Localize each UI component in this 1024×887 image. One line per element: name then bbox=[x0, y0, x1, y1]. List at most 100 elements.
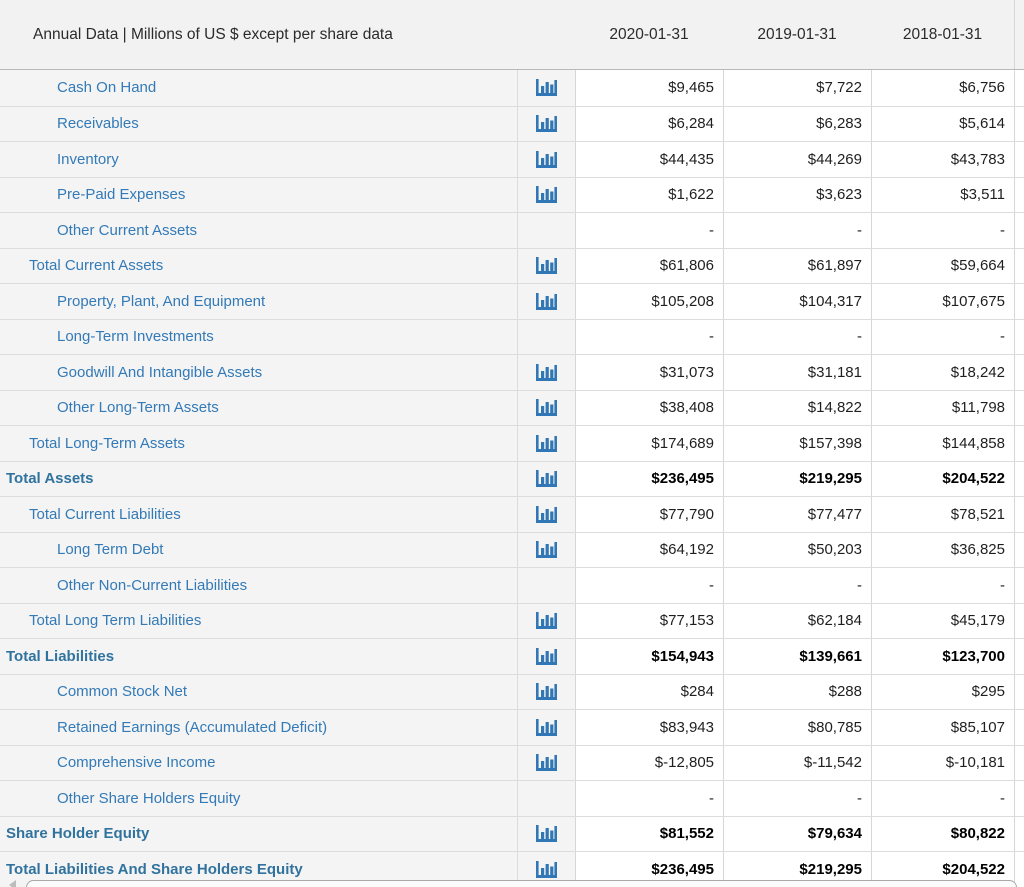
chart-link-cell[interactable] bbox=[517, 674, 575, 709]
row-label-link[interactable]: Comprehensive Income bbox=[0, 745, 517, 780]
clipped-next-column-cell bbox=[1014, 213, 1024, 248]
value-cell: $14,822 bbox=[723, 390, 871, 425]
row-label-link[interactable]: Common Stock Net bbox=[0, 674, 517, 709]
value-cell: $81,552 bbox=[575, 816, 723, 851]
value-cell: $61,897 bbox=[723, 248, 871, 283]
row-label-link[interactable]: Other Share Holders Equity bbox=[0, 781, 517, 816]
row-label-link[interactable]: Total Assets bbox=[0, 461, 517, 496]
table-row: Total Assets $236,495 $219,295 $204,522 bbox=[0, 460, 1024, 496]
value-cell: $174,689 bbox=[575, 426, 723, 461]
chart-link-cell[interactable] bbox=[517, 461, 575, 496]
value-cell: $78,521 bbox=[871, 497, 1014, 532]
value-cell: - bbox=[871, 213, 1014, 248]
chart-link-cell[interactable] bbox=[517, 70, 575, 106]
value-cell: $80,822 bbox=[871, 816, 1014, 851]
row-label-link[interactable]: Other Current Assets bbox=[0, 213, 517, 248]
value-cell: $50,203 bbox=[723, 532, 871, 567]
value-cell: $77,477 bbox=[723, 497, 871, 532]
row-label-link[interactable]: Total Long Term Liabilities bbox=[0, 603, 517, 638]
chart-link-cell[interactable] bbox=[517, 142, 575, 177]
value-cell: $-11,542 bbox=[723, 745, 871, 780]
clipped-next-column-cell bbox=[1014, 745, 1024, 780]
column-header-2020: 2020-01-31 bbox=[609, 25, 689, 43]
clipped-next-column-cell bbox=[1014, 639, 1024, 674]
table-row: Share Holder Equity $81,552 $79,634 $80,… bbox=[0, 815, 1024, 851]
row-label-link[interactable]: Other Non-Current Liabilities bbox=[0, 568, 517, 603]
clipped-next-column-cell bbox=[1014, 710, 1024, 745]
bar-chart-icon[interactable] bbox=[536, 647, 557, 665]
value-cell: $44,269 bbox=[723, 142, 871, 177]
clipped-next-column-header bbox=[1014, 0, 1024, 69]
bar-chart-icon[interactable] bbox=[536, 399, 557, 417]
row-label-link[interactable]: Total Current Liabilities bbox=[0, 497, 517, 532]
row-label-link[interactable]: Total Current Assets bbox=[0, 248, 517, 283]
chart-link-cell[interactable] bbox=[517, 497, 575, 532]
value-cell: $77,153 bbox=[575, 603, 723, 638]
row-label-link[interactable]: Property, Plant, And Equipment bbox=[0, 284, 517, 319]
chart-link-cell[interactable] bbox=[517, 710, 575, 745]
row-label-link[interactable]: Pre-Paid Expenses bbox=[0, 177, 517, 212]
bar-chart-icon[interactable] bbox=[536, 79, 557, 97]
value-cell: $43,783 bbox=[871, 142, 1014, 177]
chart-link-cell[interactable] bbox=[517, 639, 575, 674]
value-cell: $85,107 bbox=[871, 710, 1014, 745]
bar-chart-icon[interactable] bbox=[536, 505, 557, 523]
chart-link-cell[interactable] bbox=[517, 248, 575, 283]
chart-link-cell bbox=[517, 319, 575, 354]
row-label-link[interactable]: Other Long-Term Assets bbox=[0, 390, 517, 425]
row-label-link[interactable]: Inventory bbox=[0, 142, 517, 177]
row-label-link[interactable]: Long Term Debt bbox=[0, 532, 517, 567]
bar-chart-icon[interactable] bbox=[536, 363, 557, 381]
bar-chart-icon[interactable] bbox=[536, 292, 557, 310]
row-label-link[interactable]: Goodwill And Intangible Assets bbox=[0, 355, 517, 390]
chart-link-cell[interactable] bbox=[517, 426, 575, 461]
bar-chart-icon[interactable] bbox=[536, 115, 557, 133]
table-row: Other Non-Current Liabilities - - - bbox=[0, 567, 1024, 603]
value-cell: $7,722 bbox=[723, 70, 871, 106]
chart-link-cell bbox=[517, 213, 575, 248]
value-cell: $36,825 bbox=[871, 532, 1014, 567]
bar-chart-icon[interactable] bbox=[536, 860, 557, 878]
chart-link-cell[interactable] bbox=[517, 284, 575, 319]
bar-chart-icon[interactable] bbox=[536, 754, 557, 772]
table-row: Other Share Holders Equity - - - bbox=[0, 780, 1024, 816]
chart-link-cell[interactable] bbox=[517, 355, 575, 390]
bar-chart-icon[interactable] bbox=[536, 825, 557, 843]
bar-chart-icon[interactable] bbox=[536, 541, 557, 559]
scroll-left-arrow-icon[interactable] bbox=[9, 880, 16, 887]
clipped-next-column-cell bbox=[1014, 461, 1024, 496]
chart-link-cell[interactable] bbox=[517, 390, 575, 425]
bar-chart-icon[interactable] bbox=[536, 186, 557, 204]
bar-chart-icon[interactable] bbox=[536, 612, 557, 630]
value-cell: $157,398 bbox=[723, 426, 871, 461]
chart-link-cell[interactable] bbox=[517, 745, 575, 780]
table-row: Total Long Term Liabilities $77,153 $62,… bbox=[0, 602, 1024, 638]
value-cell: $31,181 bbox=[723, 355, 871, 390]
bar-chart-icon[interactable] bbox=[536, 434, 557, 452]
chart-link-cell[interactable] bbox=[517, 816, 575, 851]
chart-link-cell bbox=[517, 781, 575, 816]
table-header-row: Annual Data | Millions of US $ except pe… bbox=[0, 0, 1024, 70]
bar-chart-icon[interactable] bbox=[536, 470, 557, 488]
bar-chart-icon[interactable] bbox=[536, 683, 557, 701]
clipped-next-column-cell bbox=[1014, 390, 1024, 425]
row-label-link[interactable]: Long-Term Investments bbox=[0, 319, 517, 354]
row-label-link[interactable]: Total Long-Term Assets bbox=[0, 426, 517, 461]
clipped-next-column-cell bbox=[1014, 603, 1024, 638]
row-label-link[interactable]: Retained Earnings (Accumulated Deficit) bbox=[0, 710, 517, 745]
value-cell: $105,208 bbox=[575, 284, 723, 319]
row-label-link[interactable]: Share Holder Equity bbox=[0, 816, 517, 851]
value-cell: - bbox=[575, 319, 723, 354]
bar-chart-icon[interactable] bbox=[536, 257, 557, 275]
bar-chart-icon[interactable] bbox=[536, 150, 557, 168]
row-label-link[interactable]: Cash On Hand bbox=[0, 70, 517, 106]
chart-link-cell[interactable] bbox=[517, 177, 575, 212]
row-label-link[interactable]: Receivables bbox=[0, 106, 517, 141]
chart-link-cell[interactable] bbox=[517, 106, 575, 141]
row-label-link[interactable]: Total Liabilities bbox=[0, 639, 517, 674]
table-row: Cash On Hand $9,465 $7,722 $6,756 bbox=[0, 70, 1024, 106]
horizontal-scrollbar[interactable] bbox=[26, 880, 1017, 887]
chart-link-cell[interactable] bbox=[517, 603, 575, 638]
chart-link-cell[interactable] bbox=[517, 532, 575, 567]
bar-chart-icon[interactable] bbox=[536, 718, 557, 736]
